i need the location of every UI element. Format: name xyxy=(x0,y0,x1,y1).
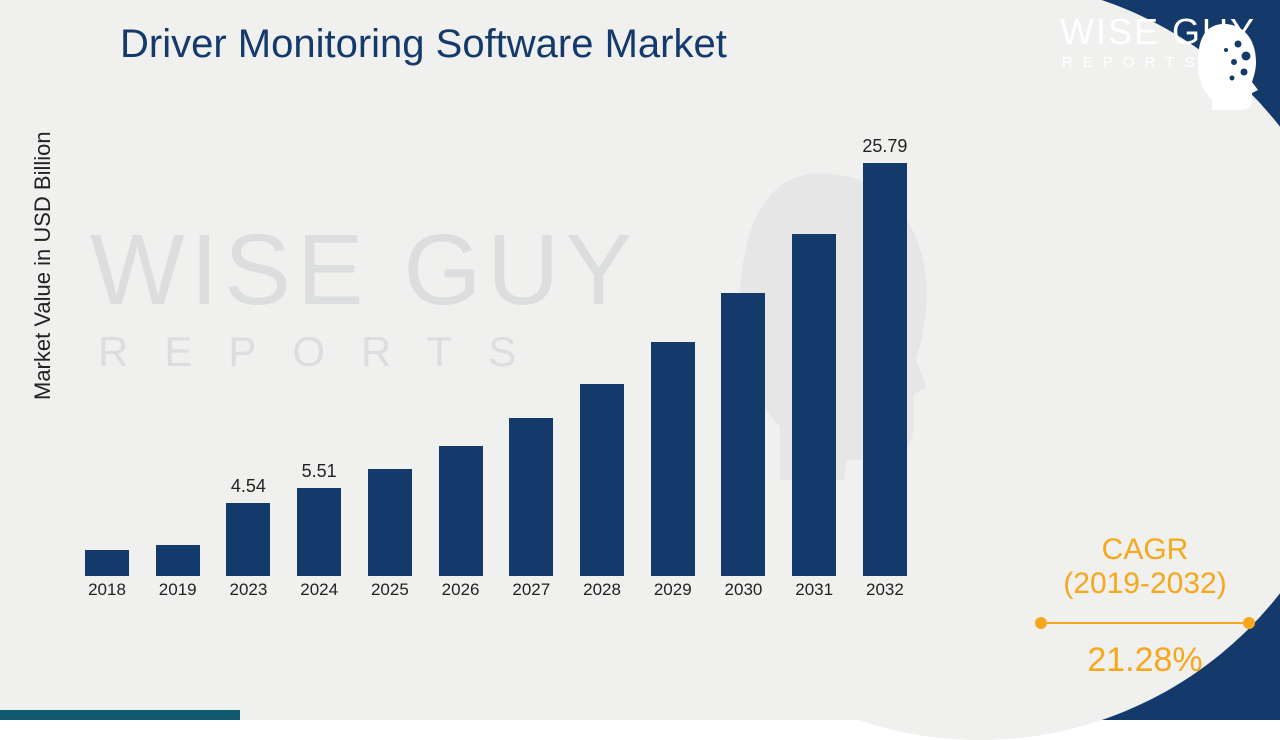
bar-slot xyxy=(783,234,845,576)
cagr-label: CAGR xyxy=(1010,533,1280,567)
logo-head-icon xyxy=(1186,20,1266,110)
bar-slot xyxy=(712,293,774,576)
bar-slot xyxy=(147,545,209,576)
x-tick-label: 2018 xyxy=(76,580,138,600)
bar-value-label: 25.79 xyxy=(862,136,907,157)
bar-slot xyxy=(642,342,704,576)
x-tick-label: 2024 xyxy=(288,580,350,600)
bar-value-label: 5.51 xyxy=(302,461,337,482)
x-tick-label: 2028 xyxy=(571,580,633,600)
x-tick-label: 2030 xyxy=(712,580,774,600)
x-tick-label: 2032 xyxy=(854,580,916,600)
bar-slot xyxy=(359,469,421,576)
bar xyxy=(580,384,624,576)
cagr-box: CAGR (2019-2032) 21.28% xyxy=(1010,533,1280,680)
right-panel-content: WISE GUY REPORTS CAGR (2019-2032) 21.28% xyxy=(970,0,1280,720)
x-tick-label: 2019 xyxy=(147,580,209,600)
bar xyxy=(156,545,200,576)
bar-slot: 5.51 xyxy=(288,488,350,576)
x-tick-label: 2031 xyxy=(783,580,845,600)
bar xyxy=(792,234,836,576)
bar xyxy=(509,418,553,576)
divider-line xyxy=(1047,622,1243,624)
bar-value-label: 4.54 xyxy=(231,476,266,497)
bar xyxy=(226,503,270,576)
bars-container: 4.545.5125.79 xyxy=(76,160,916,576)
bar xyxy=(297,488,341,576)
x-axis-labels: 2018 2019 2023 2024 2025 2026 2027 2028 2029 2030… xyxy=(76,580,916,600)
bar xyxy=(368,469,412,576)
divider-dot-left xyxy=(1035,617,1047,629)
bar xyxy=(721,293,765,576)
bar-chart: 4.545.5125.79 20182019202320242025202620… xyxy=(76,160,916,600)
x-tick-label: 2029 xyxy=(642,580,704,600)
bar-slot: 25.79 xyxy=(854,163,916,576)
x-tick-label: 2027 xyxy=(500,580,562,600)
bar xyxy=(863,163,907,576)
cagr-value: 21.28% xyxy=(1010,641,1280,680)
x-tick-label: 2023 xyxy=(217,580,279,600)
cagr-divider xyxy=(1035,617,1255,629)
logo: WISE GUY REPORTS xyxy=(1060,14,1256,71)
bar xyxy=(651,342,695,576)
bar xyxy=(85,550,129,576)
bar-slot xyxy=(430,446,492,576)
bottom-accent-bar xyxy=(0,710,240,720)
chart-title: Driver Monitoring Software Market xyxy=(120,22,727,67)
bar-slot: 4.54 xyxy=(217,503,279,576)
x-tick-label: 2025 xyxy=(359,580,421,600)
y-axis-label: Market Value in USD Billion xyxy=(30,131,56,400)
bar-slot xyxy=(571,384,633,576)
cagr-period: (2019-2032) xyxy=(1010,567,1280,601)
x-tick-label: 2026 xyxy=(430,580,492,600)
divider-dot-right xyxy=(1243,617,1255,629)
bar-slot xyxy=(500,418,562,576)
bar-slot xyxy=(76,550,138,576)
bar xyxy=(439,446,483,576)
